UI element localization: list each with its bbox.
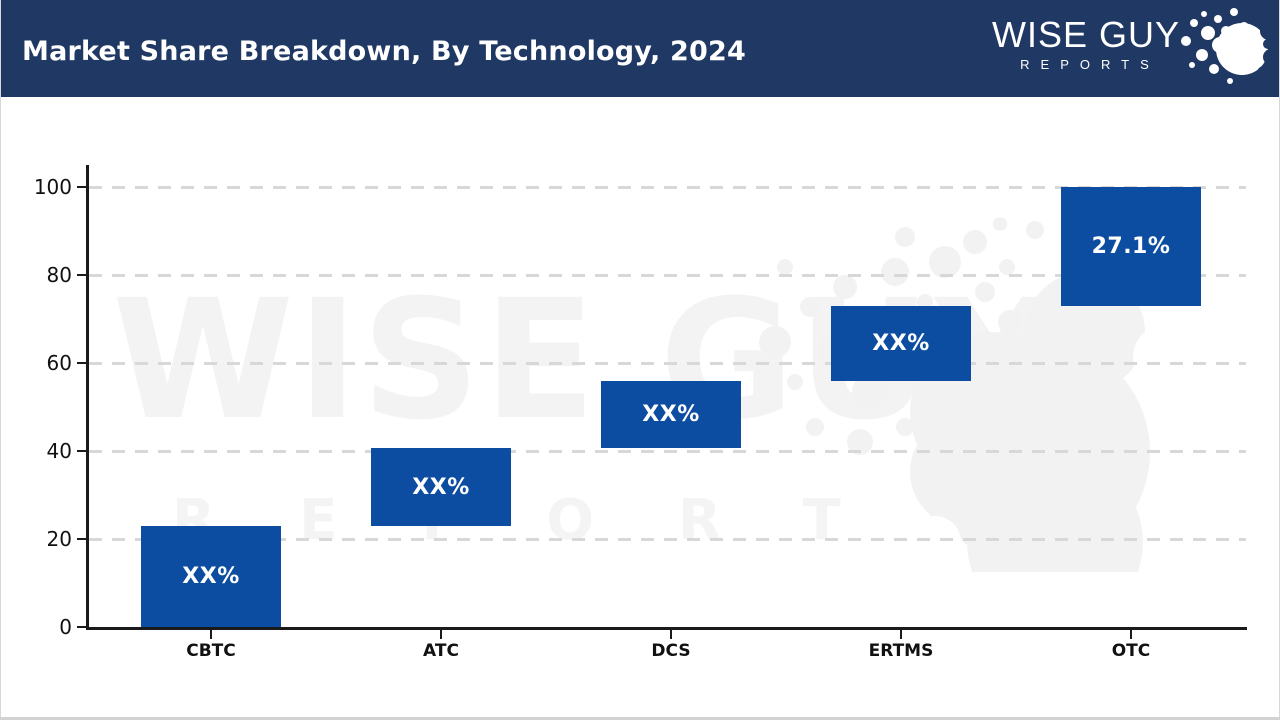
logo-wise-guy-label: WISE GUY: [991, 14, 1180, 55]
y-tick-20: [77, 538, 86, 540]
y-tick-0: [77, 626, 86, 628]
x-tick-cbtc: [210, 630, 212, 639]
x-tick-atc: [440, 630, 442, 639]
x-tick-label-cbtc: CBTC: [186, 641, 236, 661]
x-tick-otc: [1130, 630, 1132, 639]
y-tick-label-60: 60: [46, 351, 72, 375]
logo-dotted-head-icon: [1181, 8, 1270, 84]
y-tick-label-20: 20: [46, 527, 72, 551]
y-tick-40: [77, 450, 86, 452]
x-tick-label-dcs: DCS: [651, 641, 691, 661]
bar-dcs: XX%: [601, 381, 741, 448]
gridline-20: [89, 538, 1246, 541]
header-bar: Market Share Breakdown, By Technology, 2…: [0, 0, 1280, 97]
y-tick-60: [77, 362, 86, 364]
y-tick-100: [77, 186, 86, 188]
x-tick-ertms: [900, 630, 902, 639]
y-tick-label-100: 100: [33, 175, 72, 199]
bar-label-otc: 27.1%: [1091, 234, 1171, 260]
bar-otc: 27.1%: [1061, 187, 1201, 307]
x-tick-label-atc: ATC: [423, 641, 459, 661]
bar-cbtc: XX%: [141, 526, 281, 627]
x-axis-spine: [86, 627, 1247, 630]
bar-label-dcs: XX%: [642, 401, 700, 427]
wise-guy-reports-logo: WISE GUY REPORTS: [952, 0, 1272, 97]
bar-label-atc: XX%: [412, 474, 470, 500]
bar-label-ertms: XX%: [872, 331, 930, 357]
y-axis-spine: [86, 165, 89, 630]
logo-text: WISE GUY REPORTS: [991, 14, 1180, 73]
y-tick-label-0: 0: [59, 615, 72, 639]
bar-atc: XX%: [371, 447, 511, 527]
bar-ertms: XX%: [831, 306, 971, 382]
y-tick-80: [77, 274, 86, 276]
y-tick-label-40: 40: [46, 439, 72, 463]
logo-reports-label: REPORTS: [1020, 57, 1160, 72]
x-tick-label-ertms: ERTMS: [868, 641, 934, 661]
gridline-100: [89, 186, 1246, 189]
gridline-40: [89, 450, 1246, 453]
y-tick-label-80: 80: [46, 263, 72, 287]
x-tick-label-otc: OTC: [1111, 641, 1151, 661]
page-title: Market Share Breakdown, By Technology, 2…: [22, 36, 747, 67]
gridline-60: [89, 362, 1246, 365]
gridline-80: [89, 274, 1246, 277]
bar-label-cbtc: XX%: [182, 564, 240, 590]
bottom-edge-strip: [0, 717, 1280, 720]
x-tick-dcs: [670, 630, 672, 639]
